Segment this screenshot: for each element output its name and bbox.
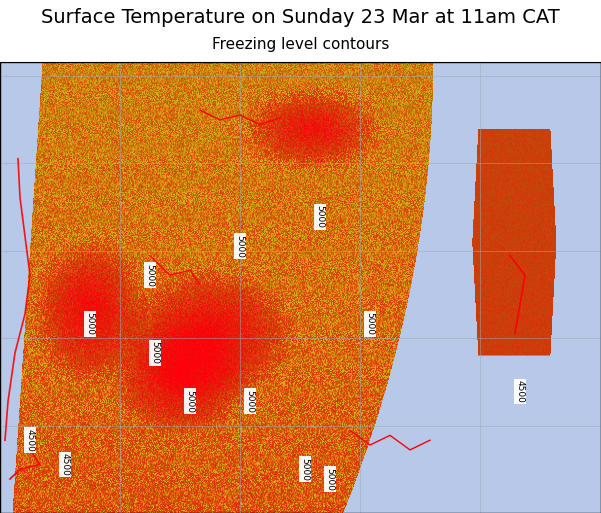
Text: 4500: 4500 — [61, 453, 70, 476]
Text: 5000: 5000 — [316, 205, 325, 228]
Text: 5000: 5000 — [145, 264, 154, 287]
Text: 5000: 5000 — [186, 390, 195, 413]
Text: 4500: 4500 — [516, 380, 525, 403]
Text: Surface Temperature on Sunday 23 Mar at 11am CAT: Surface Temperature on Sunday 23 Mar at … — [41, 8, 560, 27]
Text: 5000: 5000 — [326, 467, 335, 490]
Text: 5000: 5000 — [300, 458, 310, 481]
Text: 5000: 5000 — [245, 390, 254, 413]
Text: 5000: 5000 — [85, 312, 94, 335]
Text: 5000: 5000 — [150, 341, 159, 364]
Text: 5000: 5000 — [236, 234, 245, 258]
Text: 5000: 5000 — [365, 312, 374, 335]
Text: Freezing level contours: Freezing level contours — [212, 37, 389, 52]
Text: 4500: 4500 — [25, 429, 34, 451]
